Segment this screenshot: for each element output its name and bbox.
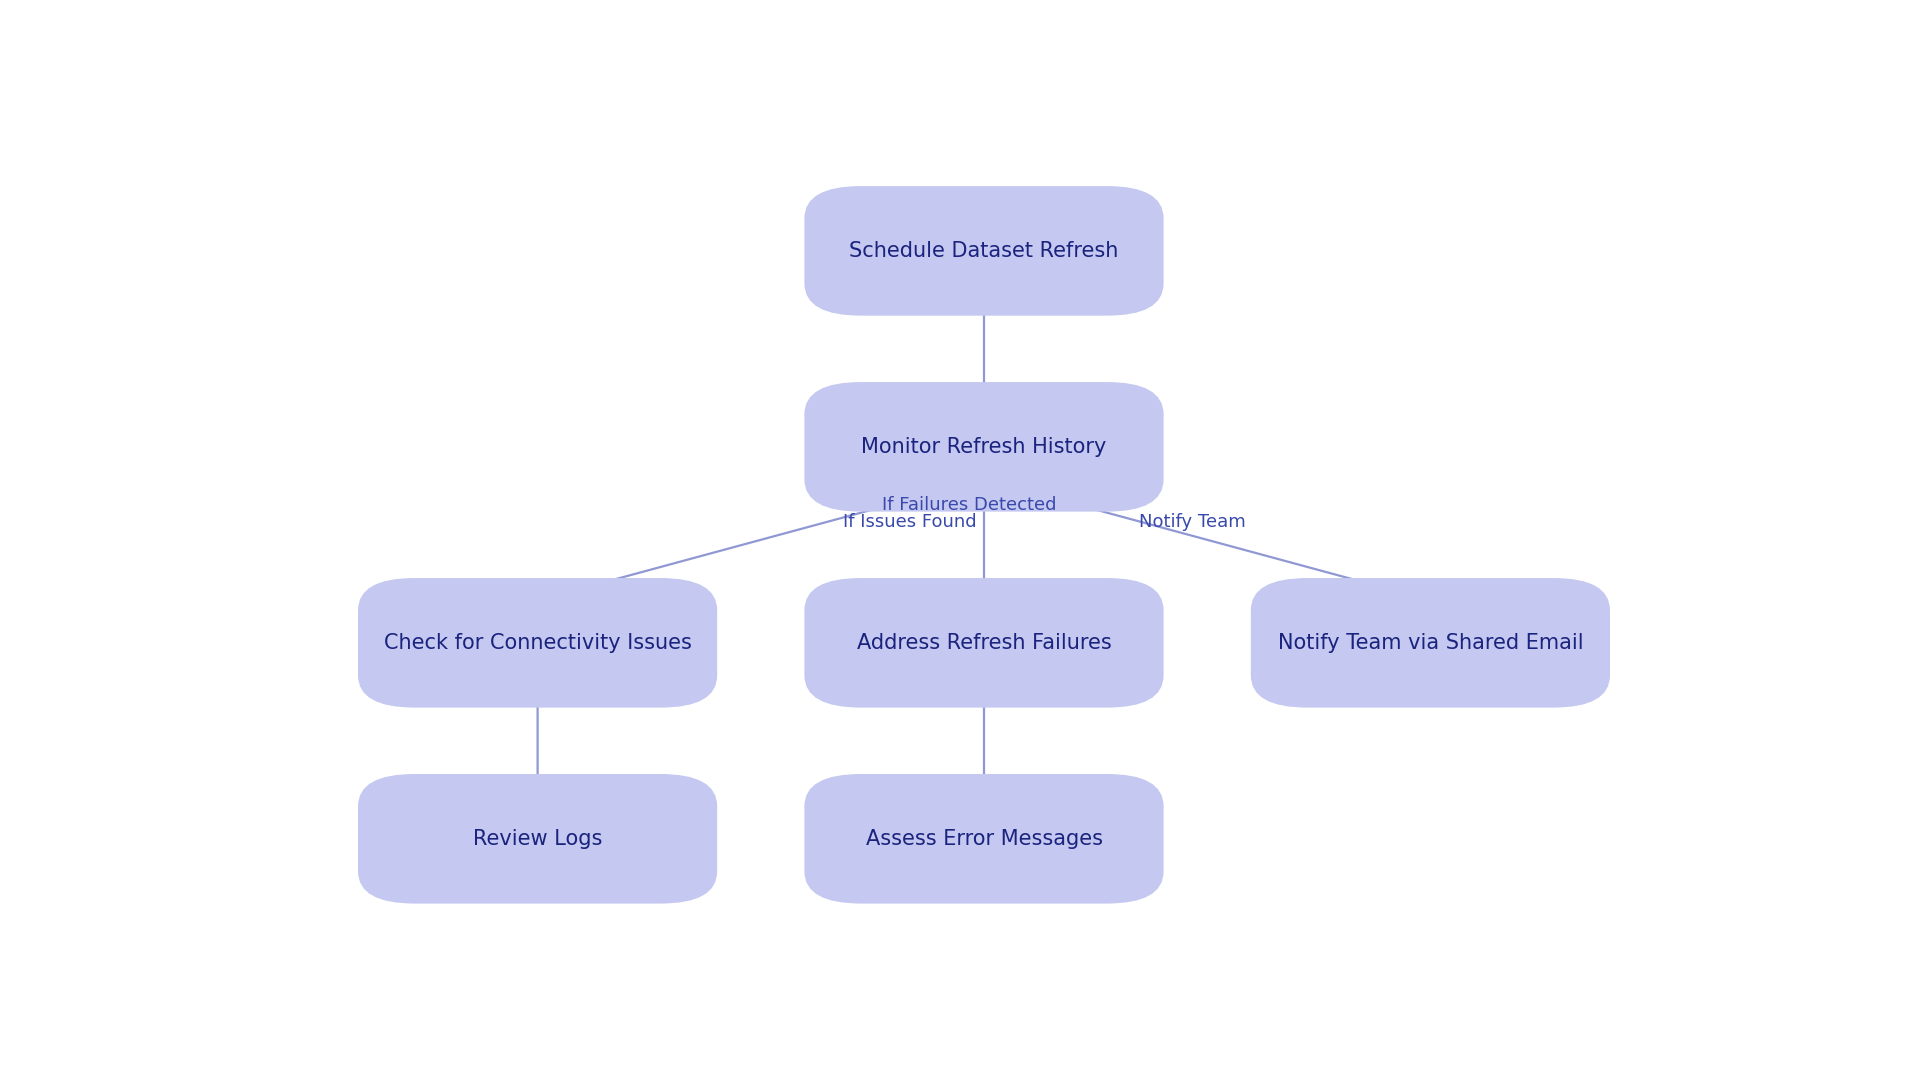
FancyBboxPatch shape bbox=[359, 579, 716, 706]
Text: Review Logs: Review Logs bbox=[472, 828, 603, 849]
Text: Monitor Refresh History: Monitor Refresh History bbox=[862, 436, 1106, 457]
FancyBboxPatch shape bbox=[806, 579, 1162, 706]
FancyBboxPatch shape bbox=[806, 775, 1162, 902]
Text: Notify Team via Shared Email: Notify Team via Shared Email bbox=[1277, 632, 1584, 653]
Text: Address Refresh Failures: Address Refresh Failures bbox=[856, 632, 1112, 653]
FancyBboxPatch shape bbox=[1252, 579, 1609, 706]
Text: Assess Error Messages: Assess Error Messages bbox=[866, 828, 1102, 849]
FancyBboxPatch shape bbox=[806, 187, 1162, 315]
FancyBboxPatch shape bbox=[359, 775, 716, 902]
Text: Schedule Dataset Refresh: Schedule Dataset Refresh bbox=[849, 240, 1119, 261]
FancyBboxPatch shape bbox=[806, 383, 1162, 510]
Text: If Failures Detected: If Failures Detected bbox=[881, 496, 1056, 514]
Text: If Issues Found: If Issues Found bbox=[843, 512, 977, 531]
Text: Notify Team: Notify Team bbox=[1139, 512, 1246, 531]
Text: Check for Connectivity Issues: Check for Connectivity Issues bbox=[384, 632, 691, 653]
